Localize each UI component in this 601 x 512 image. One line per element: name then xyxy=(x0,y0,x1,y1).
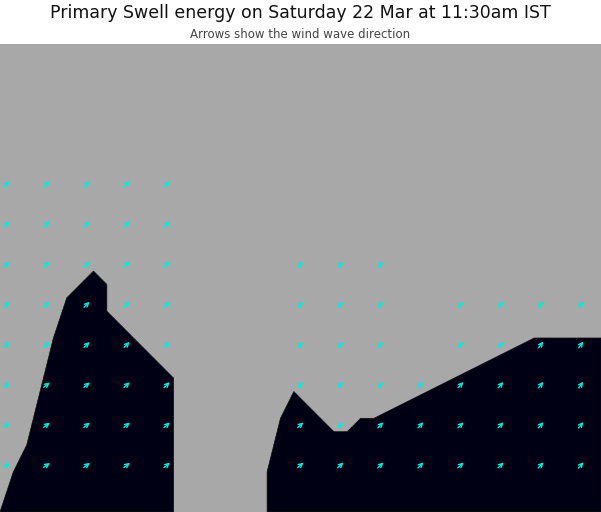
Polygon shape xyxy=(0,44,601,512)
Polygon shape xyxy=(267,338,601,512)
Text: Primary Swell energy on Saturday 22 Mar at 11:30am IST: Primary Swell energy on Saturday 22 Mar … xyxy=(50,4,551,22)
Text: Arrows show the wind wave direction: Arrows show the wind wave direction xyxy=(191,28,410,41)
Polygon shape xyxy=(0,271,174,512)
